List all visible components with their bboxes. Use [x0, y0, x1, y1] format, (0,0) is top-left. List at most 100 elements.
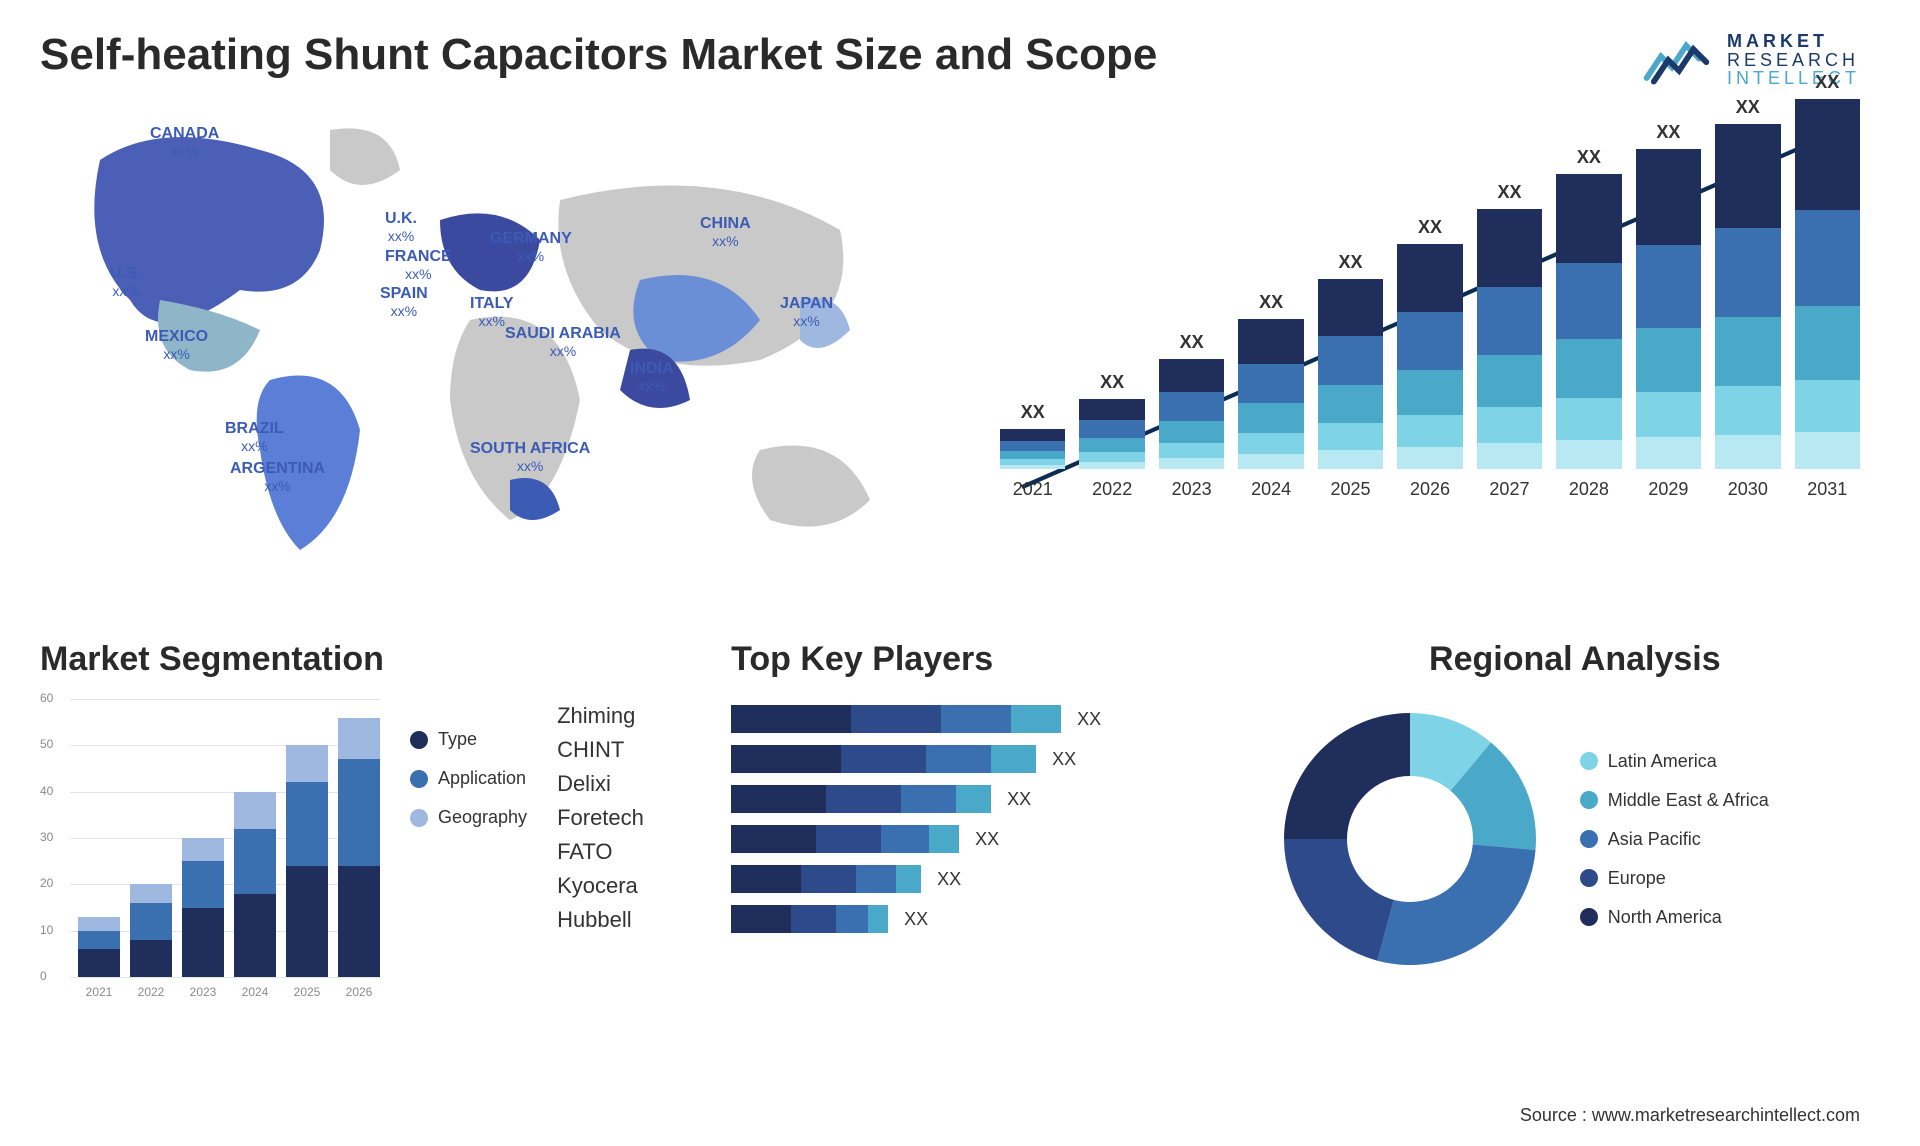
seg-segment — [338, 866, 380, 977]
trend-segment — [1556, 174, 1621, 263]
kp-row: XX — [731, 745, 1240, 773]
trend-year: 2025 — [1331, 479, 1371, 500]
trend-segment — [1318, 385, 1383, 423]
legend-label: Asia Pacific — [1608, 829, 1701, 850]
seg-segment — [286, 866, 328, 977]
trend-segment — [1397, 447, 1462, 470]
kp-row: XX — [731, 705, 1240, 733]
kp-segment — [868, 905, 888, 933]
trend-segment — [1159, 458, 1224, 469]
kp-value: XX — [1052, 749, 1076, 770]
trend-year: 2027 — [1489, 479, 1529, 500]
seg-segment — [78, 931, 120, 950]
kp-segment — [841, 745, 926, 773]
world-map-panel: CANADAxx%U.S.xx%MEXICOxx%BRAZILxx%ARGENT… — [40, 100, 940, 590]
trend-segment — [1238, 454, 1303, 469]
trend-segment — [1397, 244, 1462, 312]
trend-year: 2022 — [1092, 479, 1132, 500]
donut-slice — [1284, 839, 1394, 961]
map-label: ARGENTINAxx% — [230, 460, 325, 497]
player-name: Hubbell — [557, 907, 644, 933]
kp-segment — [926, 745, 991, 773]
trend-segment — [1556, 398, 1621, 439]
key-players-chart: XXXXXXXXXXXX — [731, 699, 1240, 933]
trend-segment — [1636, 328, 1701, 392]
legend-dot — [1580, 869, 1598, 887]
seg-segment — [182, 838, 224, 861]
map-label: FRANCExx% — [385, 248, 452, 285]
trend-year: 2029 — [1648, 479, 1688, 500]
trend-segment — [1715, 317, 1780, 386]
trend-segment — [1556, 440, 1621, 470]
legend-label: North America — [1608, 907, 1722, 928]
seg-segment — [130, 884, 172, 903]
trend-value: XX — [1656, 122, 1680, 143]
legend-item: Geography — [410, 807, 527, 828]
trend-segment — [1715, 124, 1780, 228]
trend-segment — [1477, 407, 1542, 443]
kp-segment — [856, 865, 896, 893]
kp-value: XX — [1077, 709, 1101, 730]
trend-segment — [1556, 339, 1621, 398]
kp-segment — [941, 705, 1011, 733]
trend-segment — [1397, 312, 1462, 371]
y-tick: 60 — [40, 691, 53, 705]
trend-segment — [1159, 392, 1224, 421]
kp-segment — [731, 825, 816, 853]
map-label: INDIAxx% — [630, 360, 674, 397]
trend-segment — [1000, 451, 1065, 459]
trend-segment — [1795, 380, 1860, 432]
players-list: ZhimingCHINTDelixiForetechFATOKyoceraHub… — [557, 699, 644, 999]
legend-dot — [410, 809, 428, 827]
trend-value: XX — [1418, 217, 1442, 238]
kp-segment — [836, 905, 868, 933]
kp-segment — [896, 865, 921, 893]
seg-bar — [234, 792, 276, 977]
trend-bar: XX2030 — [1715, 97, 1780, 500]
player-name: Delixi — [557, 771, 644, 797]
trend-bar: XX2021 — [1000, 402, 1065, 500]
x-tick: 2023 — [182, 985, 224, 999]
trend-segment — [1795, 210, 1860, 306]
legend-item: Europe — [1580, 868, 1769, 889]
kp-segment — [731, 705, 851, 733]
map-label: U.S.xx% — [110, 265, 141, 302]
player-name: Zhiming — [557, 703, 644, 729]
trend-bar: XX 2029 — [1636, 122, 1701, 500]
player-name: Kyocera — [557, 873, 644, 899]
donut-slice — [1284, 713, 1410, 839]
kp-value: XX — [937, 869, 961, 890]
regional-legend: Latin AmericaMiddle East & AfricaAsia Pa… — [1580, 751, 1769, 928]
trend-segment — [1000, 465, 1065, 469]
trend-bar: XX2027 — [1477, 182, 1542, 500]
key-players-title: Top Key Players — [731, 640, 1240, 679]
kp-segment — [929, 825, 959, 853]
seg-bar — [182, 838, 224, 977]
trend-segment — [1715, 386, 1780, 434]
trend-segment — [1715, 435, 1780, 470]
trend-segment — [1318, 336, 1383, 385]
page-title: Self-heating Shunt Capacitors Market Siz… — [40, 30, 1880, 80]
trend-bar: XX2025 — [1318, 252, 1383, 500]
trend-segment — [1795, 306, 1860, 380]
trend-value: XX — [1259, 292, 1283, 313]
trend-bar: XX2028 — [1556, 147, 1621, 500]
legend-item: North America — [1580, 907, 1769, 928]
legend-item: Asia Pacific — [1580, 829, 1769, 850]
kp-row: XX — [731, 785, 1240, 813]
seg-segment — [130, 940, 172, 977]
trend-value: XX — [1815, 72, 1839, 93]
trend-segment — [1159, 443, 1224, 458]
trend-segment — [1477, 287, 1542, 355]
seg-segment — [234, 894, 276, 977]
map-label: SPAINxx% — [380, 285, 428, 322]
legend-dot — [410, 770, 428, 788]
legend-label: Application — [438, 768, 526, 789]
trend-segment — [1079, 420, 1144, 438]
legend-item: Middle East & Africa — [1580, 790, 1769, 811]
trend-segment — [1397, 370, 1462, 415]
kp-segment — [881, 825, 929, 853]
trend-segment — [1477, 209, 1542, 287]
kp-segment — [731, 865, 801, 893]
x-tick: 2026 — [338, 985, 380, 999]
